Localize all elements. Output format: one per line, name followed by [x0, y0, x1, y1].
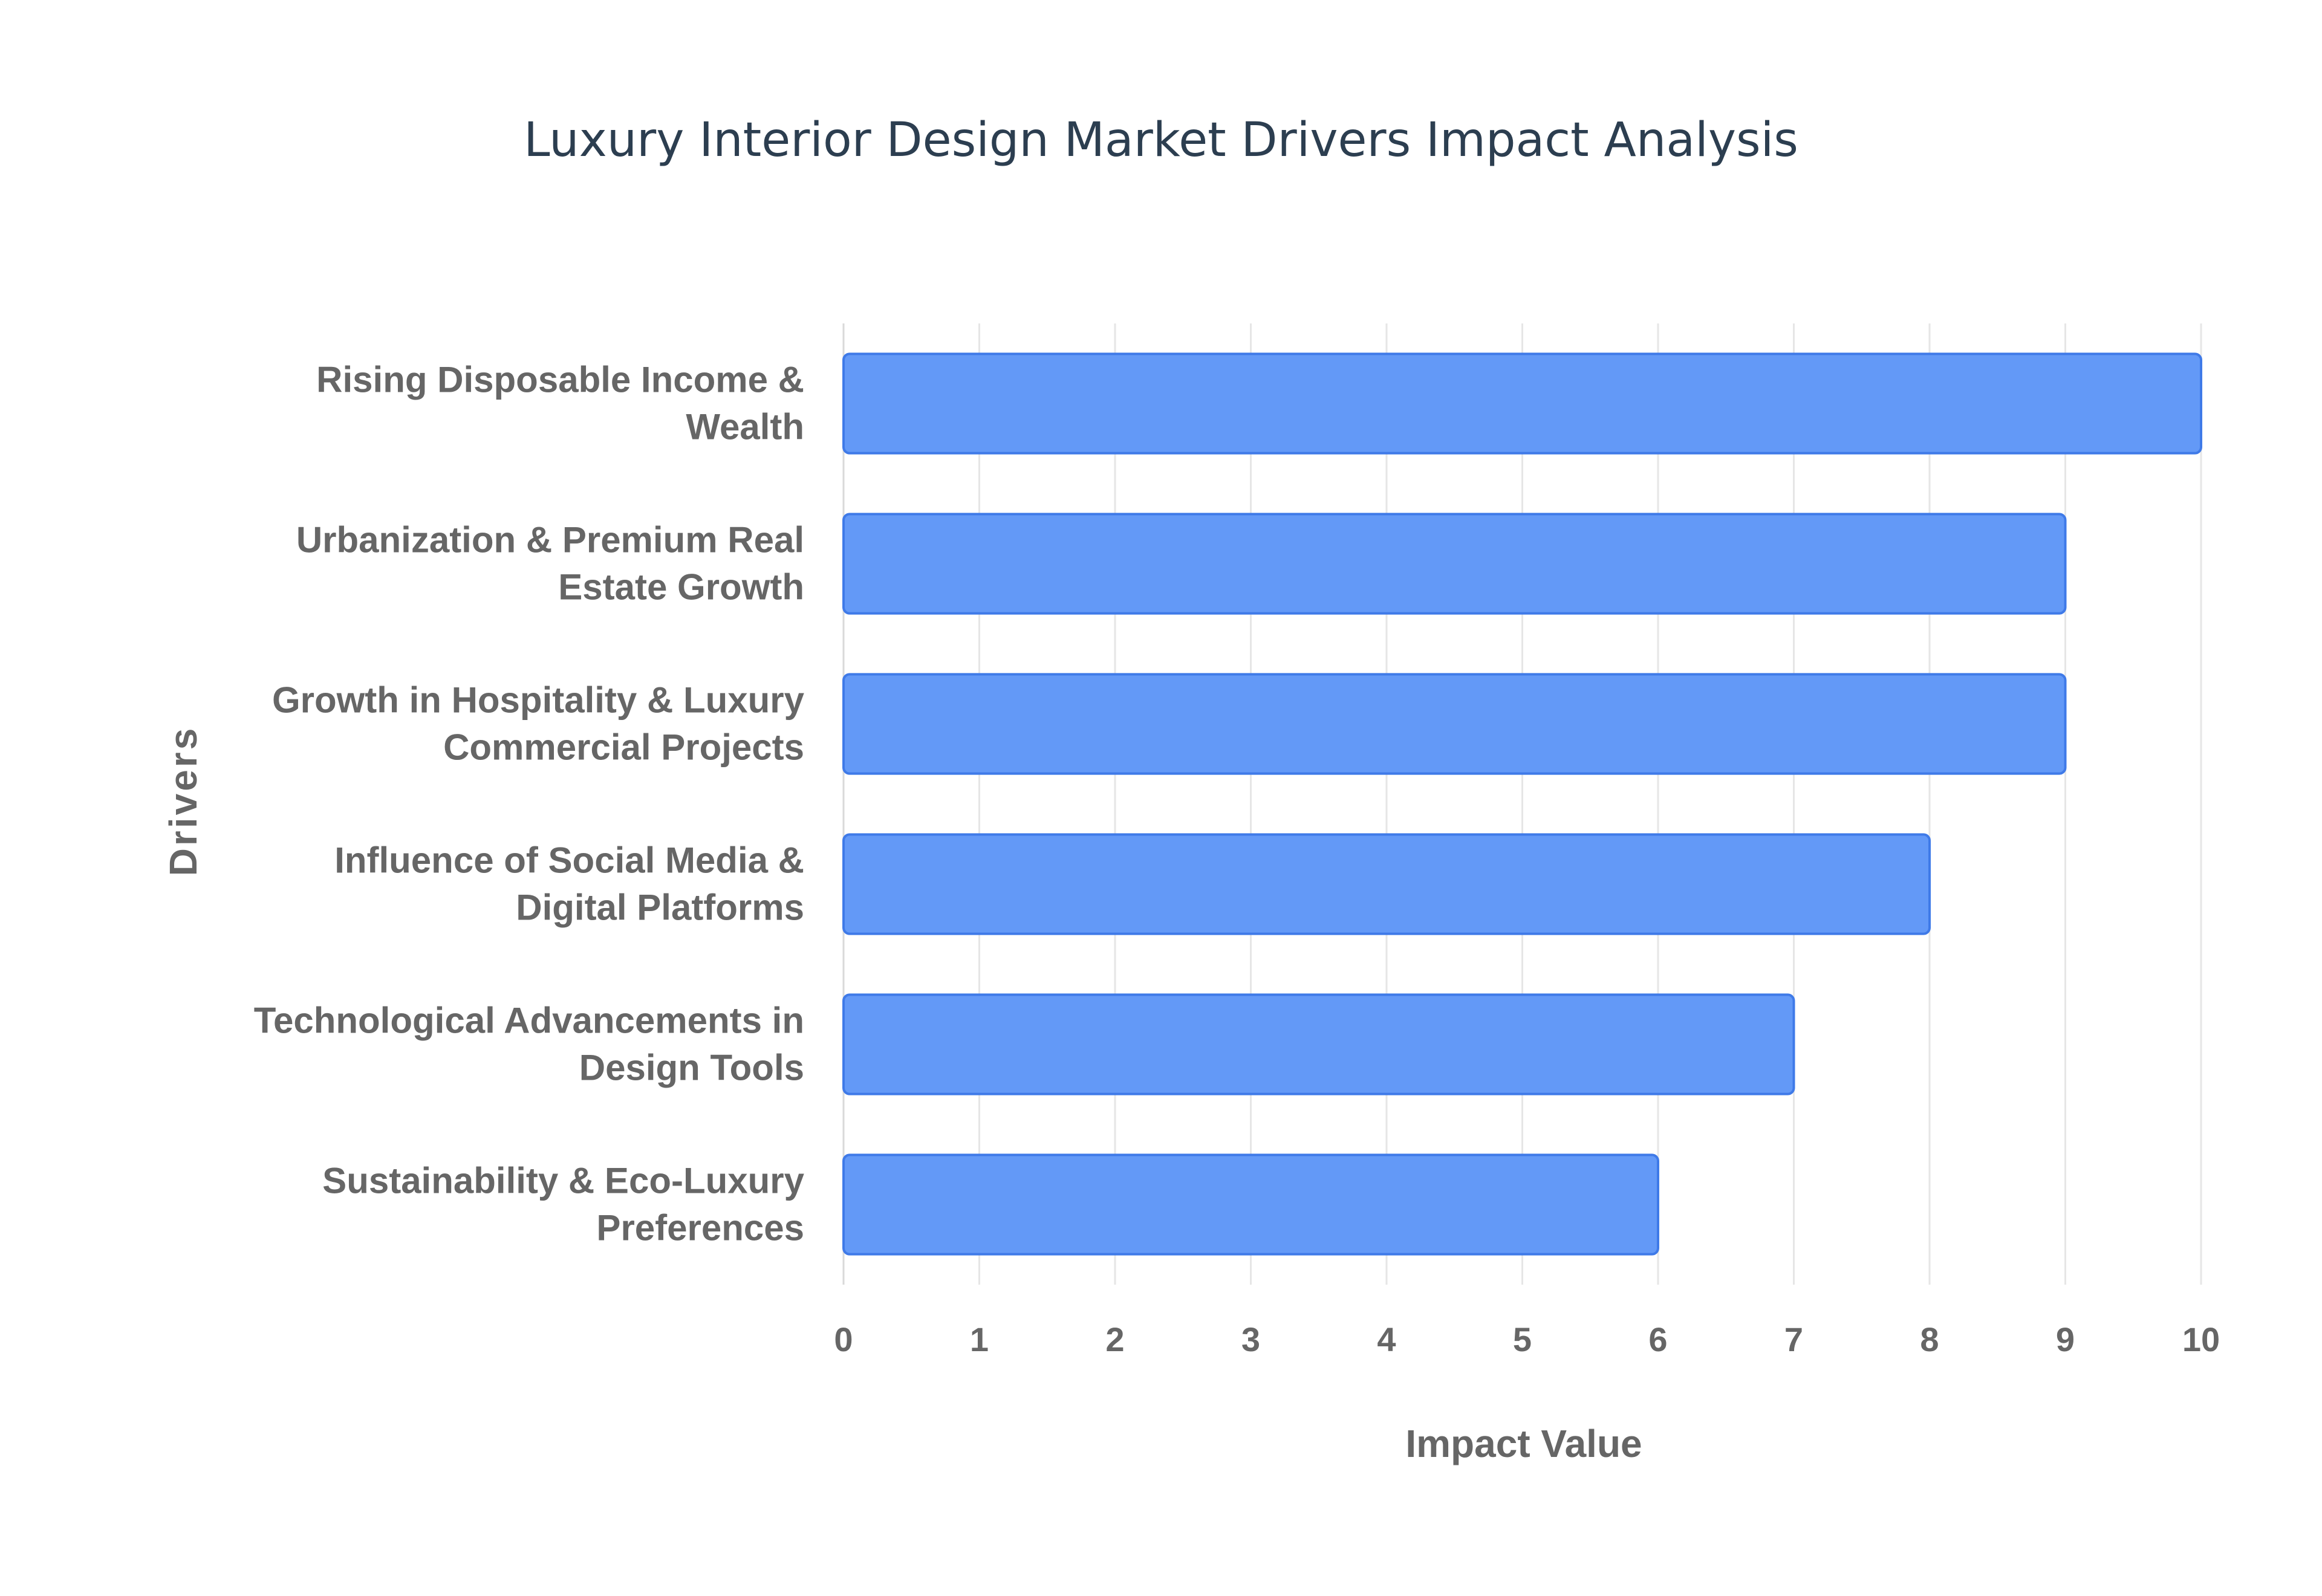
category-label: Rising Disposable Income &: [316, 360, 804, 400]
x-tick-label: 8: [1920, 1320, 1939, 1358]
bar: [842, 352, 2202, 455]
category-label: Design Tools: [579, 1048, 804, 1088]
category-label: Urbanization & Premium Real: [296, 520, 804, 560]
category-label: Influence of Social Media &: [334, 840, 804, 881]
category-labels: Rising Disposable Income & Wealth Urbaniza…: [254, 360, 805, 1248]
bar: [842, 513, 2067, 615]
x-tick-label: 4: [1377, 1320, 1396, 1358]
bar: [842, 833, 1931, 935]
category-label: Estate Growth: [558, 567, 804, 608]
y-axis-title: Drivers: [161, 726, 205, 877]
x-tick-label: 7: [1784, 1320, 1803, 1358]
chart-title: Luxury Interior Design Market Drivers Im…: [524, 113, 1798, 167]
bar: [842, 993, 1795, 1095]
x-tick-label: 6: [1648, 1320, 1667, 1358]
x-tick-label: 2: [1105, 1320, 1124, 1358]
bar: [842, 1153, 1659, 1256]
bars: [842, 352, 2202, 1256]
category-label: Digital Platforms: [516, 887, 804, 928]
category-label: Preferences: [596, 1208, 804, 1248]
category-label: Technological Advancements in: [254, 1001, 804, 1041]
category-label: Commercial Projects: [443, 727, 804, 768]
category-label: Growth in Hospitality & Luxury: [272, 680, 805, 721]
grid: [842, 323, 2202, 1285]
category-label: Wealth: [686, 407, 804, 447]
x-tick-label: 0: [834, 1320, 853, 1358]
x-tick-label: 3: [1241, 1320, 1260, 1358]
x-tick-label: 9: [2056, 1320, 2075, 1358]
x-tick-label: 10: [2182, 1320, 2220, 1358]
bar: [842, 673, 2067, 775]
x-tick-labels: 0 1 2 3 4 5 6 7 8 9 10: [834, 1320, 2220, 1358]
x-axis-title: Impact Value: [1405, 1422, 1642, 1465]
x-tick-label: 1: [970, 1320, 989, 1358]
x-tick-label: 5: [1513, 1320, 1532, 1358]
category-label: Sustainability & Eco-Luxury: [322, 1161, 804, 1201]
